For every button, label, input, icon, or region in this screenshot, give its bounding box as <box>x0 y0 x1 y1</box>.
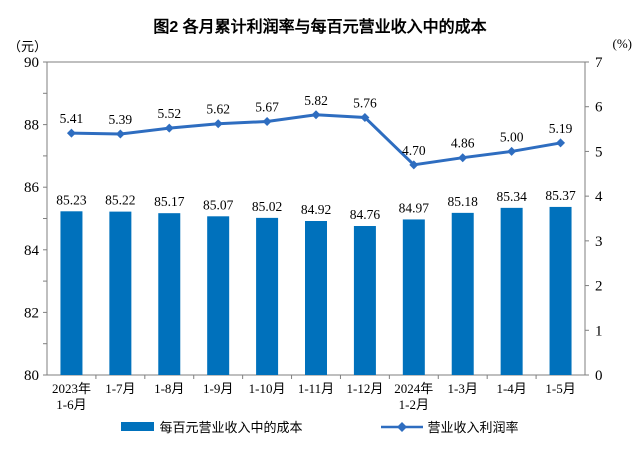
diamond-marker <box>360 112 370 122</box>
cost-bar <box>60 211 83 375</box>
right-tick-label: 7 <box>595 55 603 71</box>
legend-label-cost: 每百元营业收入中的成本 <box>159 420 303 435</box>
line-data-label: 5.67 <box>255 99 279 114</box>
cost-bar <box>451 212 474 375</box>
line-data-label: 5.76 <box>353 95 377 110</box>
diamond-marker <box>458 153 468 163</box>
right-tick-label: 6 <box>595 100 603 116</box>
right-tick-label: 0 <box>595 368 603 384</box>
left-tick-label: 84 <box>24 243 40 259</box>
x-category-label: 1-8月 <box>154 381 184 396</box>
line-data-label: 5.82 <box>304 93 328 108</box>
line-data-label: 5.41 <box>60 111 84 126</box>
diamond-marker <box>507 146 517 156</box>
diamond-marker <box>66 128 76 138</box>
line-data-label: 4.70 <box>402 143 426 158</box>
x-category-label: 1-9月 <box>203 381 233 396</box>
diamond-marker <box>311 110 321 120</box>
cost-bar <box>207 216 230 375</box>
bar-series-swatch <box>121 422 155 431</box>
line-data-label: 5.62 <box>206 102 230 117</box>
diamond-marker <box>556 138 566 148</box>
line-data-label: 4.86 <box>451 136 475 151</box>
legend-label-margin: 营业收入利润率 <box>427 420 519 435</box>
x-category-label: 1-11月 <box>298 381 334 396</box>
right-tick-label: 5 <box>595 144 603 160</box>
legend-item-cost: 每百元营业收入中的成本 <box>121 417 303 436</box>
x-category-label: 1-7月 <box>105 381 135 396</box>
diamond-marker <box>115 129 125 139</box>
cost-bar <box>402 219 425 375</box>
bar-data-label: 85.02 <box>252 199 282 214</box>
legend-diamond-marker <box>396 421 407 432</box>
diamond-marker <box>409 160 419 170</box>
bar-data-label: 85.07 <box>203 197 234 212</box>
x-category-label: 2023年 1-6月 <box>52 381 91 412</box>
left-axis-unit: （元） <box>8 39 48 54</box>
cost-bar <box>158 213 181 375</box>
bar-data-label: 85.17 <box>154 194 185 209</box>
cost-bar <box>500 207 523 375</box>
line-data-label: 5.39 <box>109 112 133 127</box>
right-tick-label: 1 <box>595 323 603 339</box>
bar-data-label: 85.23 <box>56 192 87 207</box>
bar-data-label: 85.22 <box>105 193 135 208</box>
bar-data-label: 85.37 <box>545 188 576 203</box>
x-category-label: 1-3月 <box>448 381 478 396</box>
x-category-label: 2024年 1-2月 <box>394 381 433 412</box>
bar-data-label: 84.76 <box>350 207 381 222</box>
line-data-label: 5.19 <box>549 121 573 136</box>
diamond-marker <box>213 119 223 129</box>
diamond-marker <box>262 116 272 126</box>
cost-bar <box>256 217 279 375</box>
cost-bar <box>109 211 132 375</box>
profit-margin-line <box>71 113 561 167</box>
left-tick-label: 86 <box>24 180 40 196</box>
x-category-label: 1-12月 <box>346 381 383 396</box>
cost-bar <box>353 226 376 375</box>
left-tick-label: 90 <box>24 55 39 71</box>
left-tick-label: 80 <box>24 368 39 384</box>
diamond-marker <box>164 123 174 133</box>
cost-bar <box>549 206 572 375</box>
left-tick-label: 82 <box>24 305 39 321</box>
right-tick-label: 4 <box>595 189 603 205</box>
chart-title: 图2 各月累计利润率与每百元营业收入中的成本 <box>153 19 487 36</box>
bar-data-label: 84.92 <box>301 202 331 217</box>
right-tick-label: 3 <box>595 234 603 250</box>
cost-bar <box>305 221 327 375</box>
left-tick-label: 88 <box>24 118 39 134</box>
bar-data-label: 84.97 <box>399 200 430 215</box>
x-category-label: 1-10月 <box>249 381 286 396</box>
line-series-swatch <box>380 421 423 432</box>
legend: 每百元营业收入中的成本 营业收入利润率 <box>0 417 640 436</box>
bar-data-label: 85.18 <box>448 194 479 209</box>
line-data-label: 5.00 <box>500 129 524 144</box>
legend-item-margin: 营业收入利润率 <box>380 417 519 436</box>
x-category-label: 1-5月 <box>545 381 575 396</box>
right-tick-label: 2 <box>595 279 603 295</box>
x-category-label: 1-4月 <box>496 381 526 396</box>
line-data-label: 5.52 <box>157 106 181 121</box>
bar-data-label: 85.34 <box>496 189 527 204</box>
right-axis-unit: (%) <box>612 36 633 51</box>
